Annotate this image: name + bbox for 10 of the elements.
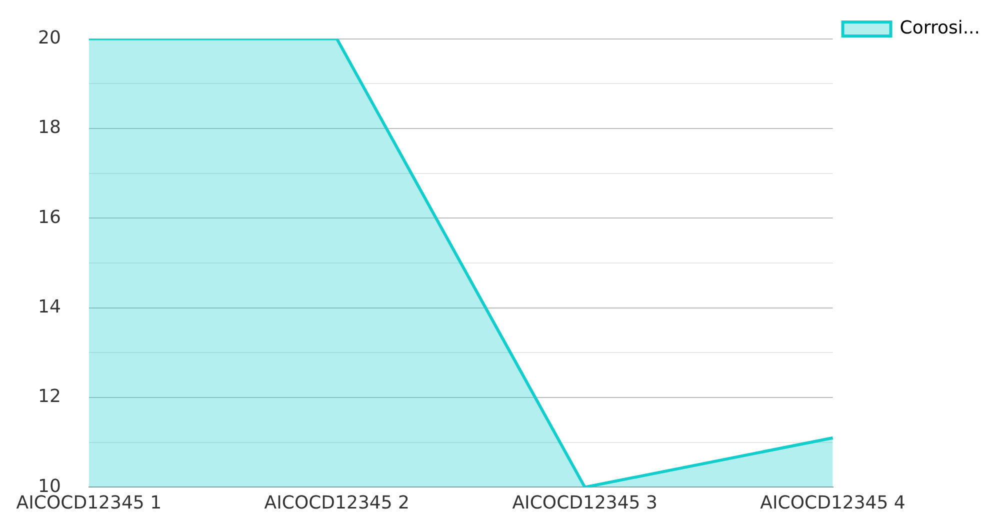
legend-label: Corrosi... [900,18,980,39]
x-tick-label: AICOCD12345 3 [512,492,658,514]
x-tick-label: AICOCD12345 1 [16,492,162,514]
y-tick-label: 12 [38,386,61,408]
y-tick-label: 20 [38,27,61,48]
x-tick-label: AICOCD12345 4 [760,492,906,514]
x-tick-label: AICOCD12345 2 [264,492,410,514]
y-tick-label: 16 [38,206,61,228]
y-tick-label: 14 [38,296,61,318]
y-tick-label: 18 [38,117,61,138]
